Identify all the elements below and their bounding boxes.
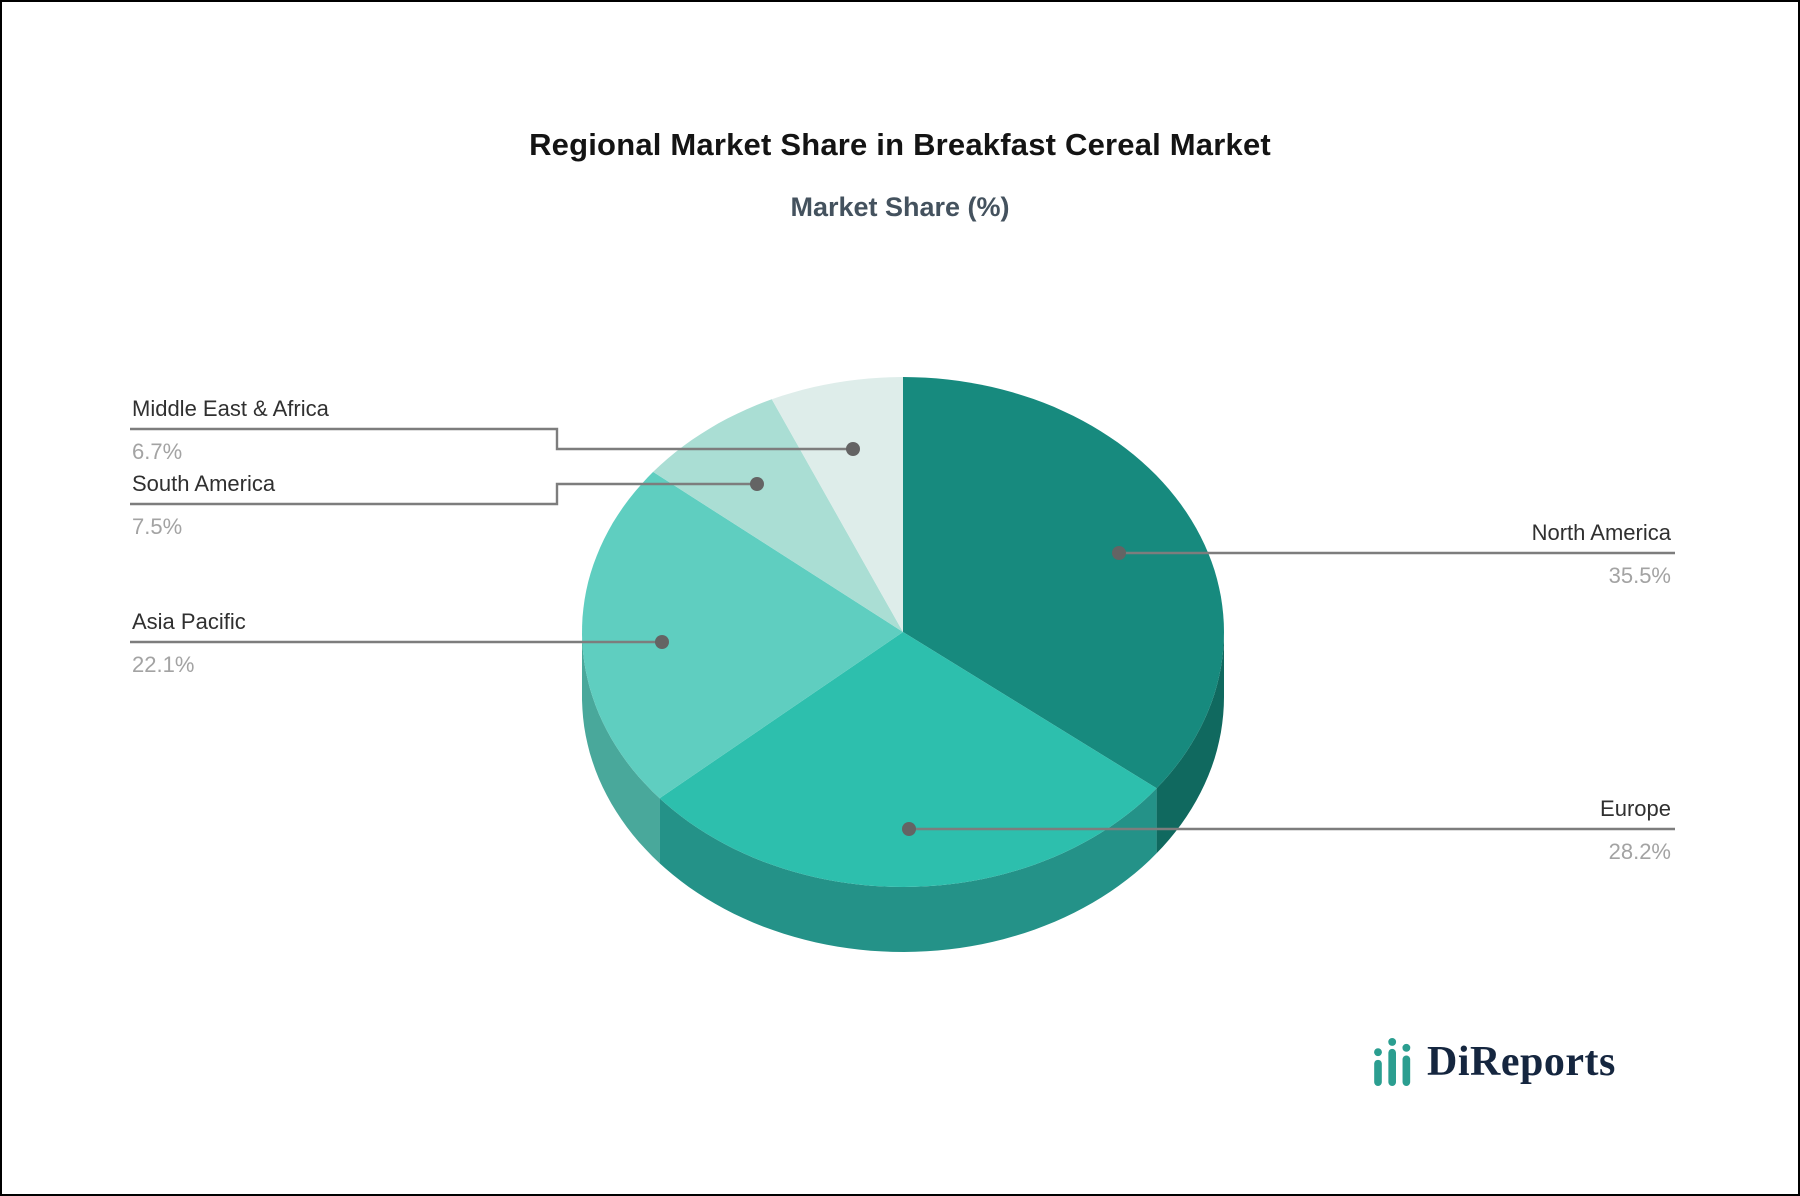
leader-dot xyxy=(750,477,764,491)
slice-value-south-america: 7.5% xyxy=(132,514,183,539)
leader-line xyxy=(130,427,853,451)
slice-value-europe: 28.2% xyxy=(1608,839,1671,864)
leader-dot xyxy=(902,822,916,836)
pie-slice-side-europe xyxy=(659,788,1157,952)
pie-slice-europe[interactable] xyxy=(659,632,1157,887)
slice-label-asia-pacific: Asia Pacific xyxy=(132,609,246,634)
slice-label-europe: Europe xyxy=(1600,796,1671,821)
bar-chart-icon xyxy=(1374,1038,1411,1086)
slice-value-north-america: 35.5% xyxy=(1608,563,1671,588)
slice-value-middle-east-africa: 6.7% xyxy=(132,439,183,464)
brand-logo: DiReports xyxy=(1374,1036,1616,1088)
leader-line xyxy=(130,482,757,506)
slice-label-middle-east-africa: Middle East & Africa xyxy=(132,396,329,421)
slice-label-north-america: North America xyxy=(1531,520,1671,545)
slice-value-asia-pacific: 22.1% xyxy=(132,652,195,677)
pie-slice-south-america[interactable] xyxy=(653,399,903,632)
pie-slice-asia-pacific[interactable] xyxy=(582,471,903,799)
chart-title: Regional Market Share in Breakfast Cerea… xyxy=(529,127,1271,162)
pie-slice-side-north-america xyxy=(1156,632,1224,854)
leader-dot xyxy=(1112,546,1126,560)
pie-slice-north-america[interactable] xyxy=(903,377,1224,789)
leader-dot xyxy=(655,635,669,649)
slice-label-south-america: South America xyxy=(132,471,276,496)
pie-slice-middle-east-africa[interactable] xyxy=(771,377,903,632)
chart-subtitle: Market Share (%) xyxy=(790,192,1010,222)
pie-slice-side-asia-pacific xyxy=(582,632,660,864)
brand-name: DiReports xyxy=(1427,1039,1616,1085)
leader-dot xyxy=(846,442,860,456)
